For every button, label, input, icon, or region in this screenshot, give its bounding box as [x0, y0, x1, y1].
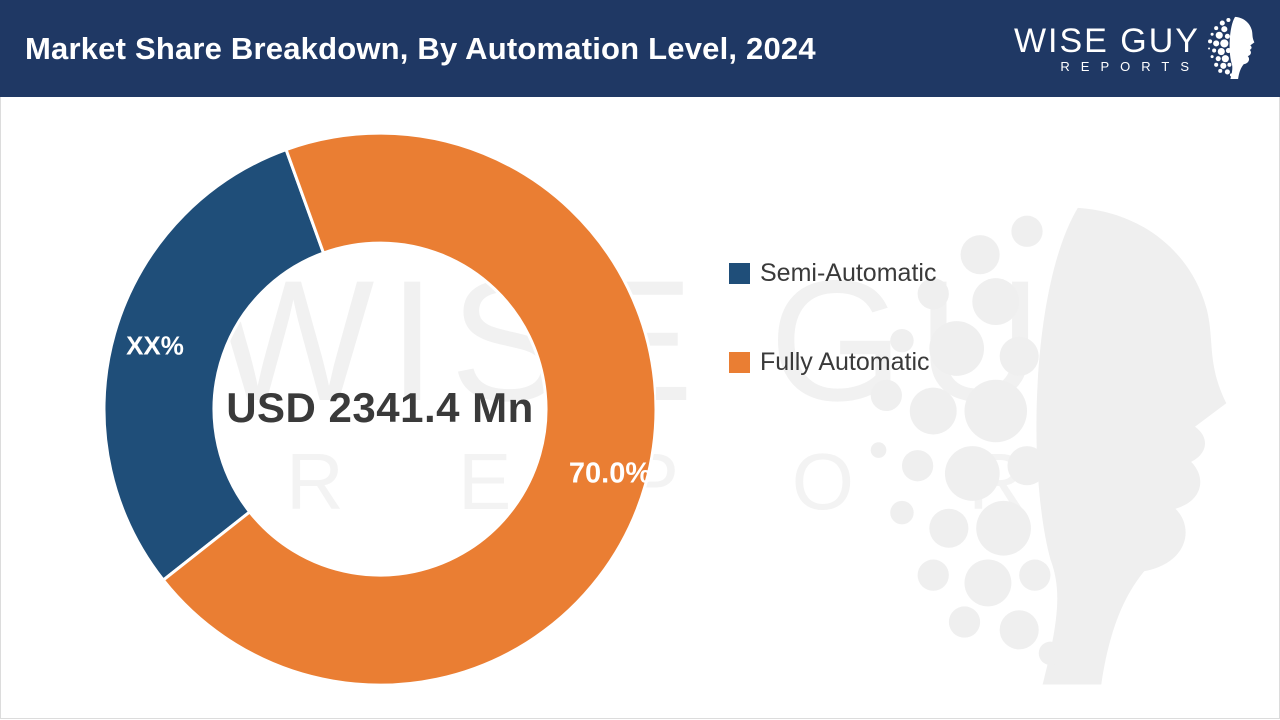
donut-segment-semi-automatic — [104, 148, 325, 582]
brand-name: WISE GUY — [1013, 22, 1200, 60]
brand-subtitle: REPORTS — [1060, 59, 1200, 74]
brand-logo-text: WISE GUY REPORTS — [1014, 24, 1200, 73]
header-bar: Market Share Breakdown, By Automation Le… — [0, 0, 1280, 97]
legend-item-fully-automatic: Fully Automatic — [729, 341, 936, 383]
donut-segment-fully-automatic — [161, 133, 656, 685]
segment-label-semi-automatic: XX% — [126, 330, 184, 361]
watermark-face-icon — [870, 207, 1227, 685]
donut-center-value: USD 2341.4 Mn — [226, 384, 534, 431]
legend-label-fully-automatic: Fully Automatic — [760, 347, 930, 376]
legend-label-semi-automatic: Semi-Automatic — [760, 258, 937, 287]
donut-chart — [104, 133, 656, 685]
legend-item-semi-automatic: Semi-Automatic — [729, 252, 936, 294]
segment-label-fully-automatic: 70.0% — [568, 457, 652, 490]
page-title: Market Share Breakdown, By Automation Le… — [25, 30, 816, 66]
legend-swatch-fully-automatic — [729, 351, 750, 373]
legend-swatch-semi-automatic — [729, 262, 750, 284]
brand-logo: WISE GUY REPORTS — [1014, 13, 1262, 85]
brand-face-icon — [1208, 16, 1255, 79]
chart-legend: Semi-Automatic Fully Automatic — [729, 252, 936, 430]
